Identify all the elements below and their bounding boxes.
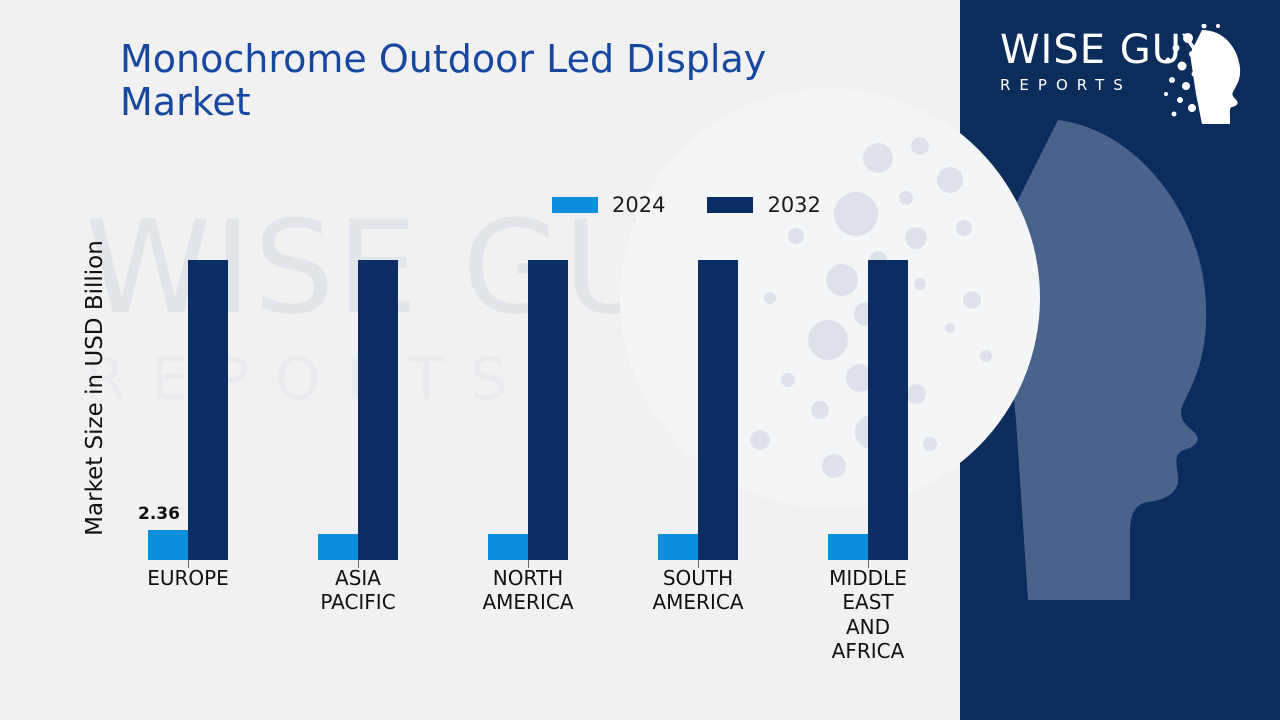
bar-2032-north-america[interactable] bbox=[528, 259, 568, 560]
legend-swatch-2024 bbox=[552, 197, 598, 213]
brand-logo: WISE GUY REPORTS bbox=[1000, 24, 1250, 124]
chart-legend: 2024 2032 bbox=[552, 193, 821, 217]
bar-2032-europe[interactable] bbox=[188, 259, 228, 560]
bar-2024-middle-east-and-africa[interactable] bbox=[828, 533, 868, 560]
bar-2024-south-america[interactable] bbox=[658, 533, 698, 560]
dotted-head-icon bbox=[1164, 24, 1241, 124]
bar-2032-south-america[interactable] bbox=[698, 259, 738, 560]
category-label-middle-east-and-africa: MIDDLE EAST AND AFRICA bbox=[793, 566, 943, 664]
category-label-south-america: SOUTH AMERICA bbox=[623, 566, 773, 615]
y-axis-label: Market Size in USD Billion bbox=[82, 240, 108, 536]
category-label-line: AFRICA bbox=[831, 639, 905, 664]
category-label-line: ASIA bbox=[335, 566, 381, 590]
axis-tick bbox=[358, 560, 359, 568]
bar-2024-europe[interactable] bbox=[148, 530, 188, 560]
legend-item-2024[interactable]: 2024 bbox=[552, 193, 665, 217]
category-label-line: MIDDLE bbox=[829, 566, 907, 590]
axis-tick bbox=[528, 560, 529, 568]
category-label-line: EUROPE bbox=[147, 566, 229, 590]
category-label-line: NORTH bbox=[492, 566, 564, 590]
axis-baseline bbox=[100, 560, 960, 561]
category-label-line: AND bbox=[845, 614, 891, 639]
legend-label-2024: 2024 bbox=[612, 193, 666, 217]
category-label-line: PACIFIC bbox=[320, 590, 396, 615]
plot-area: 2.36 EUROPE ASIA PACIFIC NORTH AMERICA SOUTH AM… bbox=[100, 259, 960, 664]
dot-cluster-decoration bbox=[750, 137, 992, 493]
legend-label-2032: 2032 bbox=[767, 193, 821, 217]
axis-tick bbox=[868, 560, 869, 568]
bar-2024-north-america[interactable] bbox=[488, 533, 528, 560]
legend-swatch-2032 bbox=[707, 197, 754, 213]
category-label-line: AMERICA bbox=[652, 590, 744, 615]
logo-tagline: REPORTS bbox=[1000, 76, 1132, 94]
category-label-north-america: NORTH AMERICA bbox=[453, 566, 603, 615]
logo-wordmark: WISE GUY bbox=[1000, 27, 1208, 73]
axis-tick bbox=[188, 560, 189, 568]
bar-2032-middle-east-and-africa[interactable] bbox=[868, 259, 908, 560]
bar-2032-asia-pacific[interactable] bbox=[358, 259, 398, 560]
face-silhouette-icon bbox=[998, 120, 1207, 600]
bar-value-label: 2.36 bbox=[138, 504, 180, 525]
category-label-asia-pacific: ASIA PACIFIC bbox=[283, 566, 433, 615]
category-label-line: EAST bbox=[842, 590, 894, 615]
category-label-line: SOUTH bbox=[662, 566, 734, 590]
category-label-europe: EUROPE bbox=[113, 566, 263, 590]
category-label-line: AMERICA bbox=[482, 590, 574, 615]
axis-tick bbox=[698, 560, 699, 568]
bar-2024-asia-pacific[interactable] bbox=[318, 533, 358, 560]
legend-item-2032[interactable]: 2032 bbox=[707, 193, 821, 217]
page-title: Monochrome Outdoor Led Display Market bbox=[120, 37, 767, 124]
